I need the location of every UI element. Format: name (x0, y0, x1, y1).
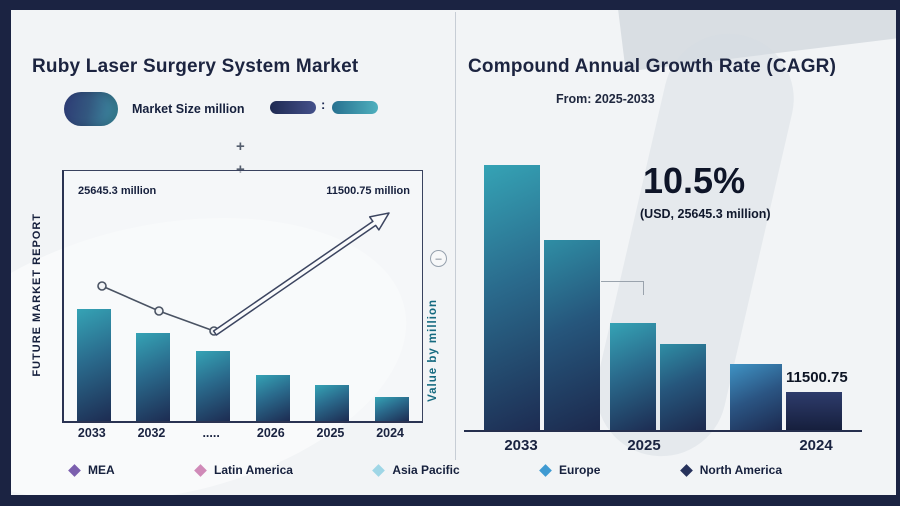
market-bar-2032 (136, 333, 171, 421)
x-label-2033: 2033 (77, 426, 106, 440)
legend-label: Latin America (214, 463, 293, 477)
right-chart-title: Compound Annual Growth Rate (CAGR) (468, 56, 837, 77)
market-size-chart: 25645.3 million 11500.75 million (62, 170, 423, 423)
legend-label: Asia Pacific (392, 463, 460, 477)
cagr-bar-2024-1 (730, 364, 782, 430)
legend-diamond-icon (372, 463, 386, 477)
x-label-2024: 2024 (799, 437, 833, 454)
left-x-axis-labels: 2033 2032..... 2026 2025 2024 (62, 426, 420, 440)
x-axis-line (464, 430, 862, 432)
x-label-2024: 2024 (376, 426, 405, 440)
market-size-legend: Market Size million (64, 92, 245, 126)
right-chart-subtitle: From: 2025-2033 (556, 92, 655, 106)
market-bar-2033 (76, 309, 111, 421)
cagr-note: (USD, 25645.3 million) (640, 207, 771, 221)
x-label-2033: 2033 (504, 437, 538, 454)
frame-right (896, 0, 900, 506)
panel-divider (455, 12, 456, 460)
legend-item-mea: MEA (68, 463, 115, 477)
legend-diamond-icon (194, 463, 207, 477)
cagr-bar-2025-2 (660, 344, 706, 430)
value-annotation: 11500.75 (786, 369, 848, 386)
trend-arrow (97, 212, 390, 336)
frame-left (0, 0, 11, 506)
pill-colon: : (321, 97, 326, 112)
x-label-2026: 2026 (256, 426, 285, 440)
legend-label: Europe (559, 463, 601, 477)
pill-decoration-navy (270, 101, 316, 114)
x-label-2032: 2032 (137, 426, 166, 440)
max-value-annotation: 25645.3 million (78, 185, 157, 197)
cagr-bar-2033-2 (544, 240, 600, 430)
x-label-2025: 2025 (627, 437, 661, 454)
plus-icon: + (236, 161, 245, 178)
minus-glyph: – (435, 252, 442, 265)
market-size-label: Market Size million (132, 102, 245, 116)
step-decoration (601, 281, 644, 295)
plus-icon: + (236, 138, 245, 155)
legend-diamond-icon (679, 463, 693, 477)
frame-top (0, 0, 900, 10)
pill-decoration-teal (332, 101, 378, 114)
legend-diamond-icon (539, 463, 552, 477)
cagr-bar-2025-1 (610, 323, 656, 430)
frame-bottom (0, 495, 900, 506)
market-bar-2025 (315, 385, 350, 421)
legend-item-asia-pacific: Asia Pacific (372, 463, 460, 477)
legend-item-latin-america: Latin America (194, 463, 293, 477)
cagr-bar-2024-2 (786, 392, 842, 430)
legend-label: North America (699, 463, 782, 477)
legend-item-europe: Europe (539, 463, 601, 477)
cagr-bar-2033-1 (484, 165, 540, 430)
x-label-2025: 2025 (316, 426, 345, 440)
legend-item-north-america: North America (679, 463, 782, 477)
cagr-value: 10.5% (643, 160, 746, 201)
market-bar-..... (196, 351, 231, 421)
legend-label: MEA (88, 463, 115, 477)
market-bar-2024 (375, 397, 410, 421)
min-value-annotation: 11500.75 million (326, 185, 410, 197)
market-bar-2026 (255, 375, 290, 421)
market-bars (64, 171, 422, 421)
left-chart-title: Ruby Laser Surgery System Market (32, 56, 359, 77)
legend-diamond-icon (68, 463, 81, 477)
x-label-.....: ..... (202, 426, 220, 440)
market-size-icon (64, 92, 118, 126)
circle-minus-icon: – (430, 250, 447, 267)
region-legend: MEA Latin America Asia Pacific Europe North … (68, 463, 782, 477)
